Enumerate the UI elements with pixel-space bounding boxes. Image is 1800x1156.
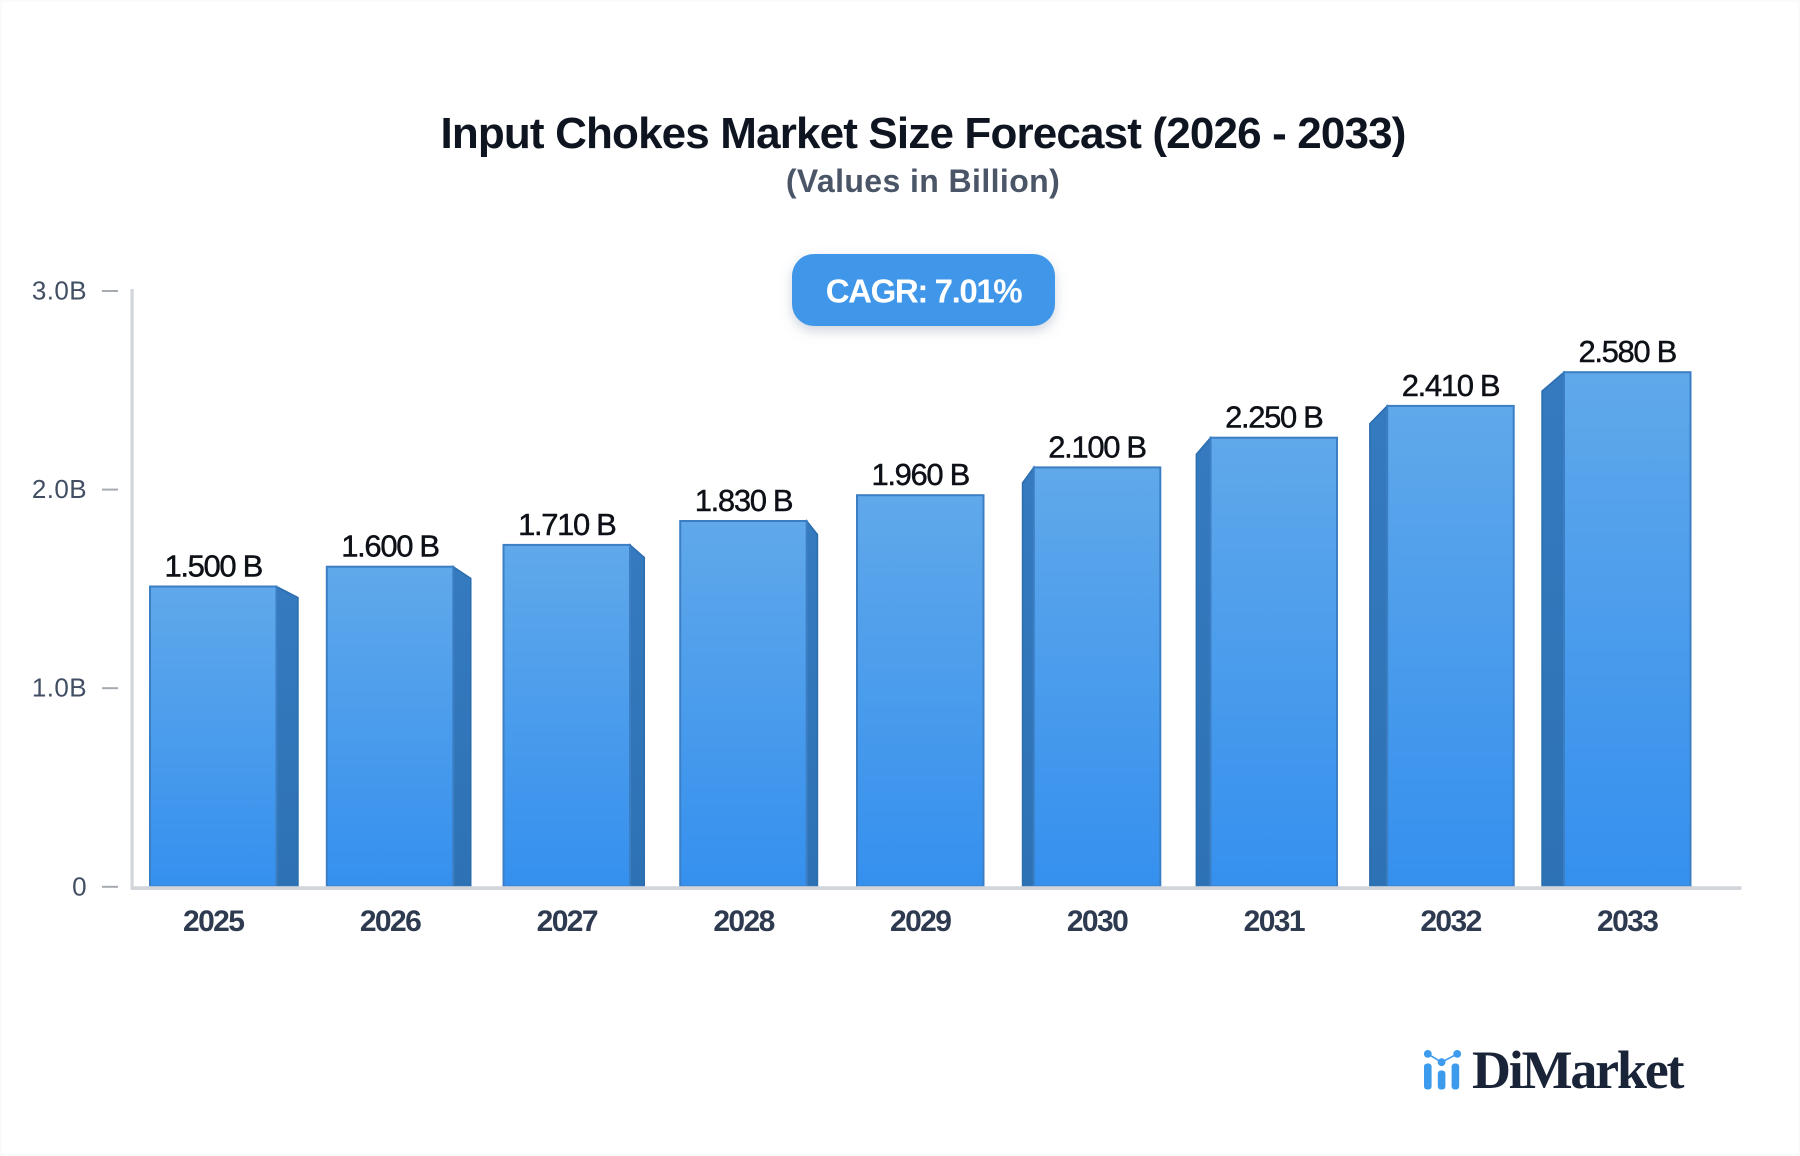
svg-text:2.580 B: 2.580 B [1578,334,1676,369]
svg-text:Input Chokes Market Size Forec: Input Chokes Market Size Forecast (2026 … [440,109,1405,158]
svg-text:1.830 B: 1.830 B [695,483,793,518]
svg-text:1.710 B: 1.710 B [518,507,616,542]
svg-text:3.0B: 3.0B [32,276,87,306]
svg-text:2031: 2031 [1244,905,1305,938]
svg-text:2027: 2027 [537,905,598,938]
svg-text:1.600 B: 1.600 B [341,529,439,564]
svg-text:CAGR: 7.01%: CAGR: 7.01% [826,273,1023,310]
svg-text:0: 0 [72,871,87,901]
svg-text:2.410 B: 2.410 B [1402,368,1500,403]
svg-text:2033: 2033 [1597,905,1658,938]
svg-text:2.0B: 2.0B [32,474,87,504]
svg-text:DiMarket: DiMarket [1472,1040,1685,1100]
svg-text:2030: 2030 [1067,905,1128,938]
svg-text:2028: 2028 [713,905,774,938]
svg-text:(Values in Billion): (Values in Billion) [786,163,1060,199]
svg-text:1.960 B: 1.960 B [871,457,969,492]
svg-text:2.100 B: 2.100 B [1048,429,1146,464]
svg-text:1.500 B: 1.500 B [164,549,262,584]
svg-text:2.250 B: 2.250 B [1225,400,1323,435]
svg-text:2026: 2026 [360,905,421,938]
svg-text:2029: 2029 [890,905,951,938]
svg-text:2025: 2025 [183,905,244,938]
svg-text:2032: 2032 [1420,905,1481,938]
svg-text:1.0B: 1.0B [32,673,87,703]
